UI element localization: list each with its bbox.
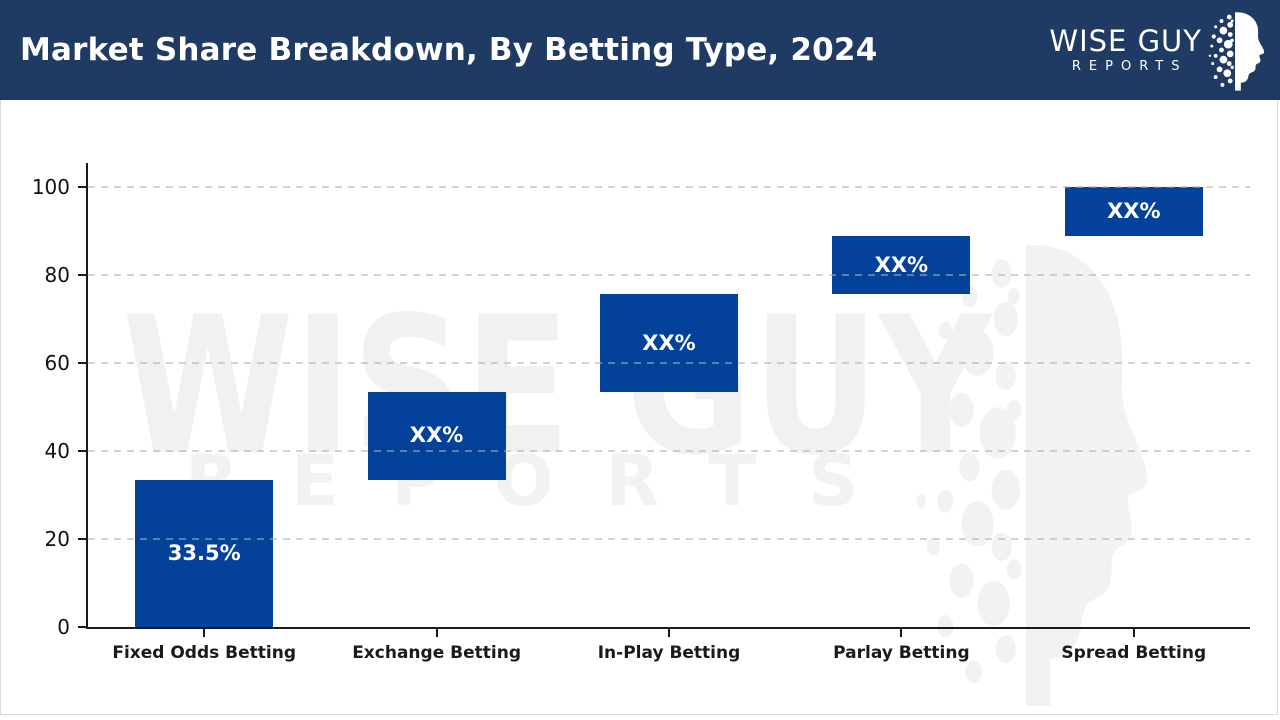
gridline-80 (88, 274, 1250, 277)
page-title: Market Share Breakdown, By Betting Type,… (20, 32, 878, 68)
bar-value-label: XX% (874, 252, 929, 277)
bar-value-label: 33.5% (167, 540, 241, 565)
y-tick-mark-40 (78, 450, 86, 453)
x-tick-mark-spread-betting (1132, 629, 1135, 637)
gridline-100 (88, 186, 1250, 189)
y-tick-mark-80 (78, 274, 86, 277)
wise-guy-logo: WISE GUY REPORTS (1049, 9, 1266, 91)
plot-area: 0 20 40 60 80 100 33.5% Fixed Odds Betting XX% Ex… (32, 163, 1250, 663)
y-axis-spine (86, 163, 88, 629)
gridline-40 (88, 450, 1250, 453)
watermark-reports: REPORTS (185, 440, 911, 522)
x-tick-mark-parlay-betting (900, 629, 903, 637)
y-tick-label-60: 60 (44, 351, 70, 376)
wise-guy-head-icon (1208, 12, 1265, 91)
bar-value-label: XX% (1107, 199, 1161, 224)
y-tick-label-20: 20 (44, 527, 70, 552)
gridline-60 (88, 362, 1250, 365)
bar-value-label: XX% (642, 330, 696, 355)
x-tick-mark-exchange-betting (435, 629, 438, 637)
y-tick-label-80: 80 (44, 263, 70, 288)
x-tick-mark-in-play-betting (668, 629, 670, 637)
x-tick-mark-fixed-odds-betting (203, 629, 206, 637)
logo-text: WISE GUY REPORTS (1049, 24, 1202, 74)
category-label-in-play-betting: In-Play Betting (597, 643, 741, 663)
y-tick-mark-100 (78, 186, 86, 189)
bar-spread-betting: XX% (1064, 187, 1203, 237)
logo-name: WISE GUY (1049, 24, 1202, 59)
header-bar: Market Share Breakdown, By Betting Type,… (0, 0, 1280, 100)
y-tick-label-40: 40 (44, 439, 70, 464)
x-axis-spine (86, 627, 1250, 629)
bar-exchange-betting: XX% (367, 392, 506, 480)
bar-value-label: XX% (409, 423, 464, 448)
bar-in-play-betting: XX% (600, 294, 738, 393)
bar-fixed-odds-betting: 33.5% (135, 479, 274, 627)
watermark-wise-guy: WISE GUY (122, 276, 992, 497)
gridline-20 (88, 538, 1250, 541)
y-tick-label-0: 0 (57, 615, 70, 639)
category-label-spread-betting: Spread Betting (1061, 643, 1207, 663)
y-tick-mark-20 (78, 538, 86, 541)
bar-parlay-betting: XX% (832, 236, 971, 295)
category-label-exchange-betting: Exchange Betting (352, 643, 521, 663)
y-tick-label-100: 100 (31, 175, 70, 200)
y-tick-mark-60 (78, 362, 86, 365)
category-label-fixed-odds-betting: Fixed Odds Betting (112, 643, 297, 663)
y-tick-mark-0 (78, 626, 86, 628)
logo-tagline: REPORTS (1071, 58, 1188, 74)
category-label-parlay-betting: Parlay Betting (833, 643, 970, 663)
